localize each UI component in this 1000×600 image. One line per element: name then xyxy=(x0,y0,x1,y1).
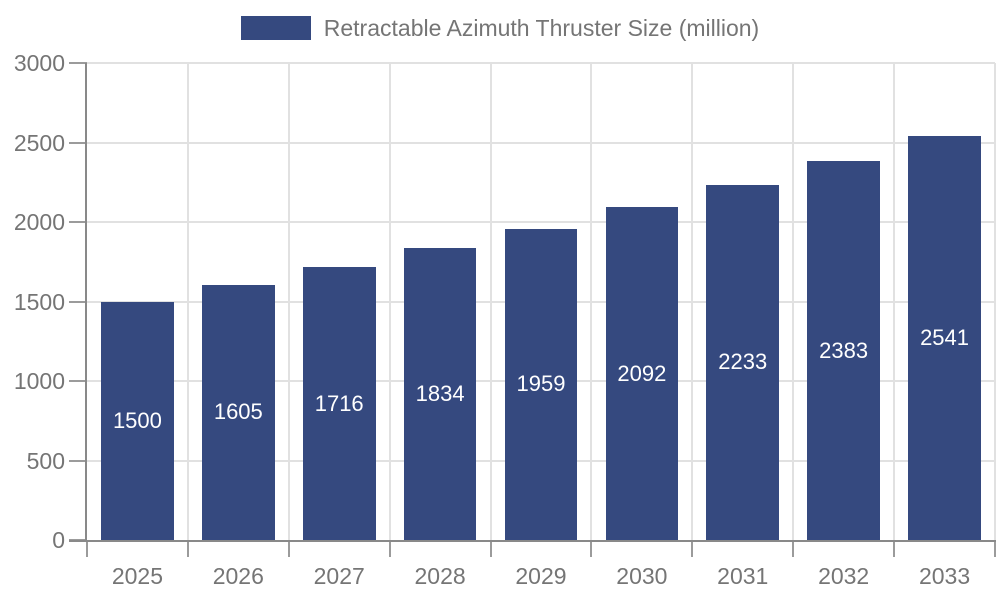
y-axis-line xyxy=(85,63,87,540)
bar-value-label: 2092 xyxy=(617,360,667,386)
bar-2031[interactable]: 2233 xyxy=(706,184,780,540)
x-axis-tick xyxy=(590,540,593,557)
y-tick-label: 3000 xyxy=(13,50,65,76)
grid-line-vertical xyxy=(489,63,492,540)
bar-2025[interactable]: 1500 xyxy=(101,301,174,540)
bar-2028[interactable]: 1834 xyxy=(403,248,477,540)
y-axis-tick xyxy=(69,62,87,64)
x-axis-tick xyxy=(792,540,795,557)
bar-2029[interactable]: 1959 xyxy=(504,228,578,540)
legend[interactable]: Retractable Azimuth Thruster Size (milli… xyxy=(0,14,1000,42)
grid-line-vertical xyxy=(792,63,795,540)
bar-2032[interactable]: 2383 xyxy=(807,161,880,540)
x-tick-label: 2027 xyxy=(313,563,365,589)
legend-swatch[interactable] xyxy=(240,16,311,40)
grid-line-vertical xyxy=(287,63,290,540)
grid-line-vertical xyxy=(590,63,593,540)
x-tick-label: 2030 xyxy=(616,563,668,589)
bar-2033[interactable]: 2541 xyxy=(908,135,981,540)
grid-line-vertical xyxy=(994,63,996,540)
x-tick-label: 2032 xyxy=(818,563,870,589)
y-tick-label: 1000 xyxy=(13,368,65,394)
y-tick-label: 500 xyxy=(26,447,65,474)
grid-line-vertical xyxy=(186,63,189,540)
y-axis-tick xyxy=(69,221,87,223)
bar-value-label: 1605 xyxy=(213,399,263,425)
y-tick-label: 2500 xyxy=(13,129,65,156)
grid-line-horizontal xyxy=(87,62,995,64)
y-axis-tick xyxy=(69,300,87,303)
x-axis-line xyxy=(69,540,996,542)
bar-value-label: 1959 xyxy=(516,371,566,397)
x-axis-tick xyxy=(186,540,189,557)
x-tick-label: 2026 xyxy=(212,563,264,589)
x-tick-label: 2029 xyxy=(515,563,567,589)
x-tick-label: 2028 xyxy=(414,563,466,589)
bar-value-label: 2383 xyxy=(819,337,869,363)
y-tick-label: 1500 xyxy=(13,288,65,315)
x-axis-tick xyxy=(86,540,88,557)
y-axis-tick xyxy=(69,141,87,144)
x-axis-tick xyxy=(691,540,694,557)
bar-2026[interactable]: 1605 xyxy=(202,284,275,540)
grid-line-vertical xyxy=(691,63,694,540)
grid-line-vertical xyxy=(388,63,391,540)
bar-2030[interactable]: 2092 xyxy=(605,207,679,540)
y-axis-tick xyxy=(69,459,87,462)
x-tick-label: 2031 xyxy=(717,563,769,589)
bar-value-label: 2233 xyxy=(718,349,768,375)
x-tick-label: 2033 xyxy=(918,563,971,589)
y-tick-label: 2000 xyxy=(13,209,65,235)
x-axis-tick xyxy=(994,540,996,557)
grid-line-vertical xyxy=(893,63,896,540)
x-tick-label: 2025 xyxy=(111,563,164,589)
bar-value-label: 1834 xyxy=(415,381,465,407)
x-axis-tick xyxy=(893,540,896,557)
bar-value-label: 1716 xyxy=(314,390,364,416)
bar-value-label: 1500 xyxy=(112,407,162,433)
grid-line-horizontal xyxy=(87,141,995,144)
x-axis-tick xyxy=(388,540,391,557)
bar-value-label: 2541 xyxy=(920,324,970,350)
y-tick-label: 0 xyxy=(52,527,65,553)
y-axis-tick xyxy=(69,380,87,382)
bar-2027[interactable]: 1716 xyxy=(302,267,376,540)
x-axis-tick xyxy=(489,540,492,557)
legend-label: Retractable Azimuth Thruster Size (milli… xyxy=(323,15,760,41)
grid-line-horizontal xyxy=(87,221,995,223)
x-axis-tick xyxy=(287,540,290,557)
